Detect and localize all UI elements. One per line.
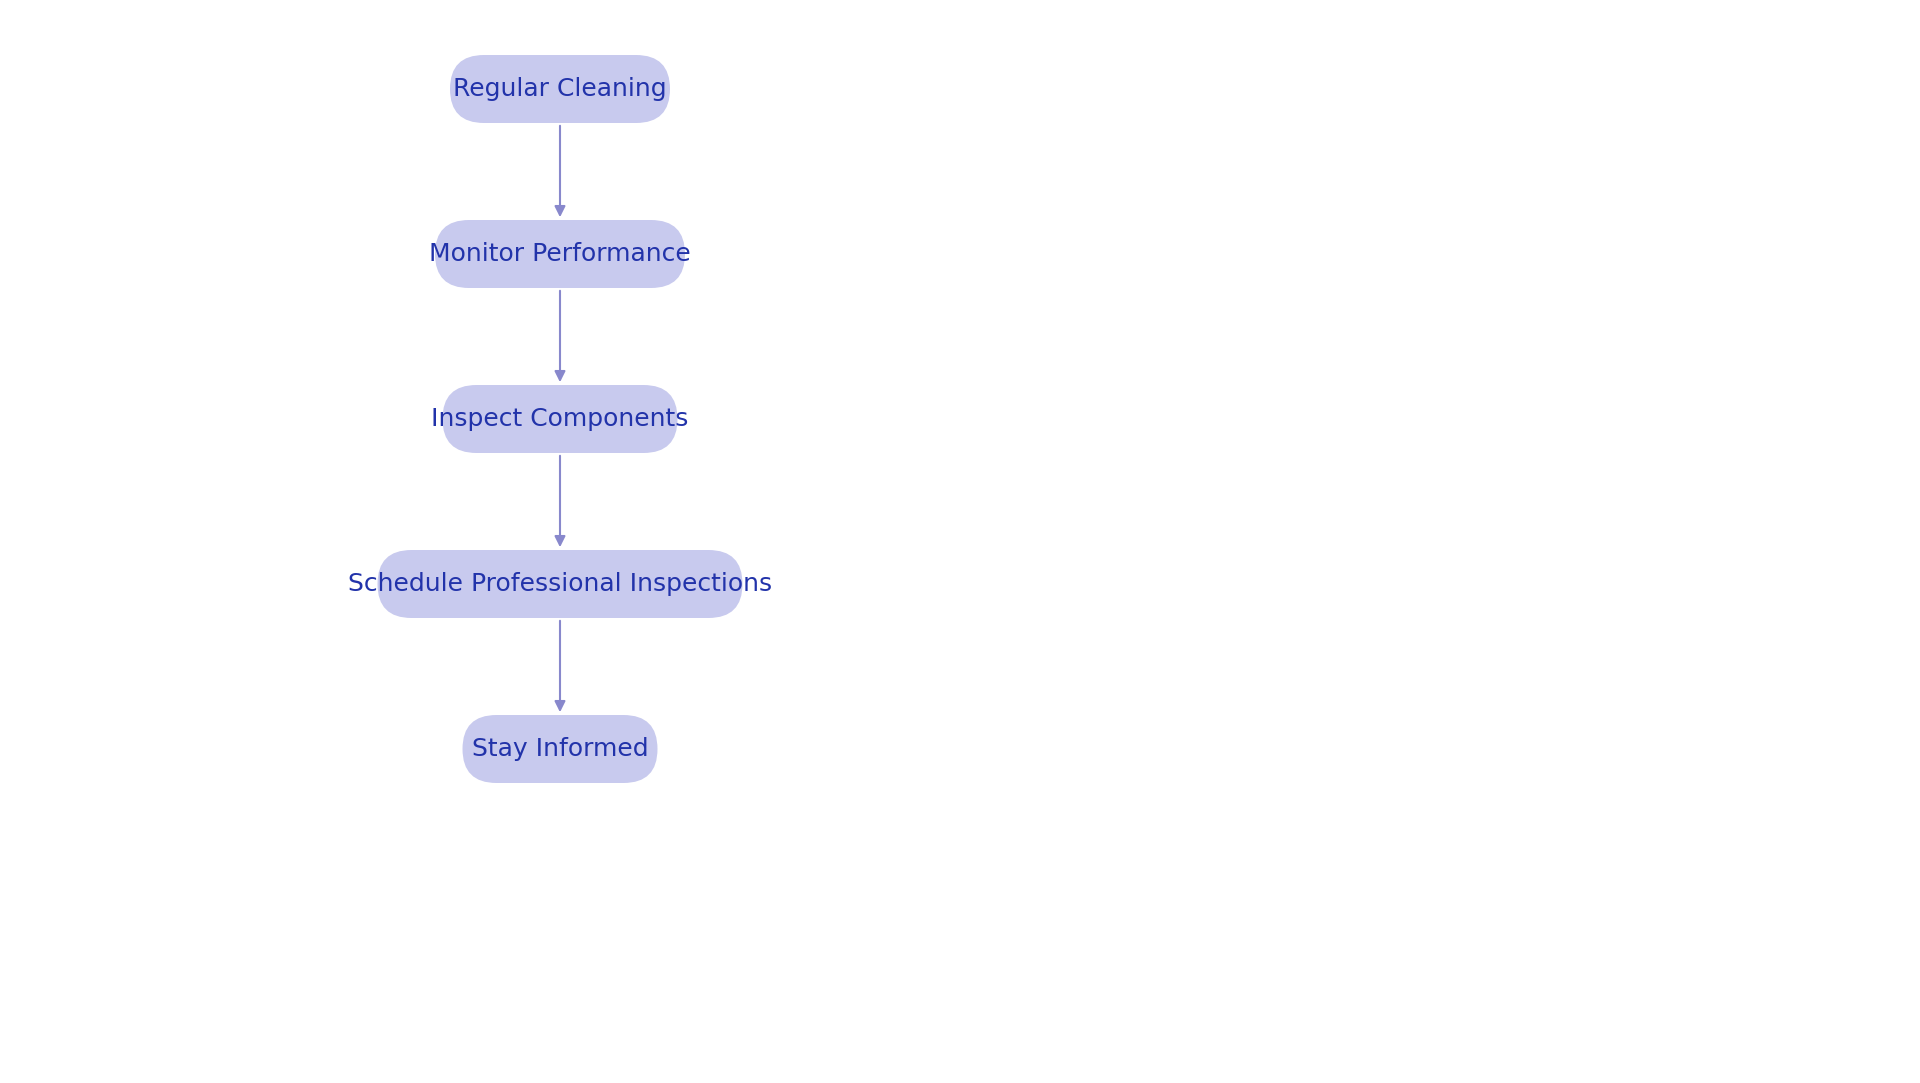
FancyBboxPatch shape [449,55,670,123]
Text: Stay Informed: Stay Informed [472,738,649,761]
FancyBboxPatch shape [463,715,657,783]
Text: Monitor Performance: Monitor Performance [430,242,691,266]
FancyBboxPatch shape [442,384,678,453]
Text: Regular Cleaning: Regular Cleaning [453,77,666,101]
FancyBboxPatch shape [436,220,685,288]
Text: Inspect Components: Inspect Components [432,407,689,431]
Text: Schedule Professional Inspections: Schedule Professional Inspections [348,572,772,596]
FancyBboxPatch shape [378,550,743,618]
